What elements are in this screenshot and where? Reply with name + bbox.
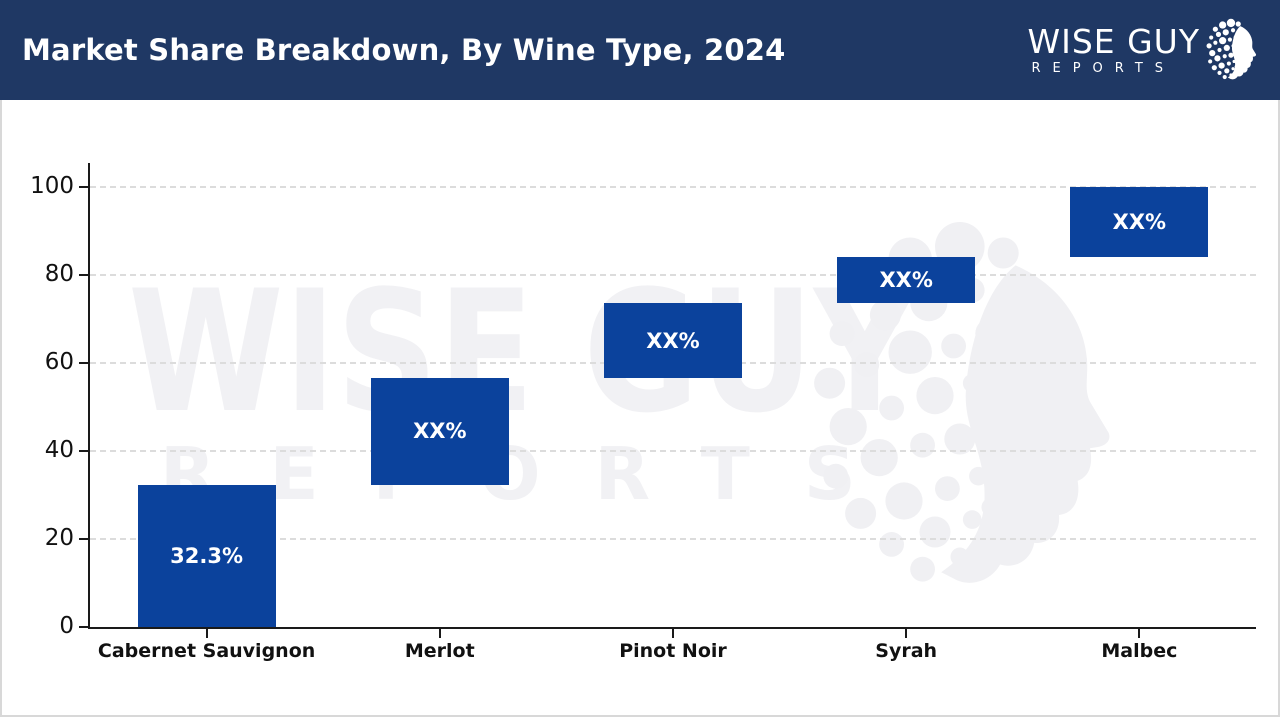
- x-tick-pinot-noir: [672, 629, 674, 638]
- x-axis-label-pinot-noir: Pinot Noir: [619, 640, 727, 662]
- y-tick-label-20: 20: [44, 524, 74, 551]
- x-axis-line: [88, 627, 1256, 629]
- x-tick-merlot: [438, 629, 441, 638]
- y-tick-label-60: 60: [44, 348, 74, 375]
- y-tick-label-0: 0: [59, 613, 74, 639]
- bar-label-pinot-noir: XX%: [646, 328, 700, 353]
- header: Market Share Breakdown, By Wine Type, 20…: [0, 0, 1280, 100]
- gridline-100: [90, 185, 1256, 188]
- y-tick-label-100: 100: [30, 172, 74, 199]
- y-axis-line: [88, 163, 90, 629]
- bar-merlot: XX%: [370, 378, 509, 485]
- bar-label-merlot: XX%: [413, 419, 467, 444]
- bar-malbec: XX%: [1070, 186, 1209, 257]
- x-axis-label-merlot: Merlot: [404, 640, 475, 662]
- y-tick-60: [79, 361, 88, 364]
- bar-cabernet-sauvignon: 32.3%: [137, 484, 276, 627]
- logo-text: WISE GUY REPORTS: [1027, 25, 1200, 75]
- logo-subtitle: REPORTS: [1031, 61, 1176, 76]
- y-tick-20: [79, 537, 88, 540]
- gridline-40: [90, 449, 1256, 452]
- gridline-80: [90, 273, 1256, 276]
- wise-guy-logo: WISE GUY REPORTS: [1027, 13, 1258, 87]
- x-tick-cabernet-sauvignon: [205, 629, 208, 638]
- right-border: [1278, 100, 1280, 716]
- x-axis-label-cabernet-sauvignon: Cabernet Sauvignon: [97, 640, 316, 662]
- y-tick-0: [79, 626, 88, 628]
- y-tick-80: [79, 273, 88, 276]
- y-tick-100: [79, 185, 88, 188]
- bar-syrah: XX%: [837, 256, 976, 304]
- bar-label-syrah: XX%: [879, 268, 933, 293]
- bar-label-malbec: XX%: [1112, 209, 1167, 234]
- bottom-border: [0, 715, 1280, 717]
- x-axis-label-syrah: Syrah: [875, 640, 938, 662]
- bar-pinot-noir: XX%: [604, 303, 742, 379]
- y-tick-40: [79, 449, 88, 452]
- page-title: Market Share Breakdown, By Wine Type, 20…: [22, 33, 786, 67]
- x-tick-malbec: [1138, 629, 1141, 638]
- y-tick-label-80: 80: [44, 260, 74, 287]
- x-tick-syrah: [905, 629, 908, 638]
- left-border: [0, 100, 2, 716]
- x-axis-label-malbec: Malbec: [1101, 640, 1178, 662]
- bar-label-cabernet-sauvignon: 32.3%: [170, 543, 244, 568]
- gridline-20: [90, 537, 1256, 540]
- logo-wordmark: WISE GUY: [1027, 22, 1200, 61]
- y-tick-label-40: 40: [44, 436, 74, 463]
